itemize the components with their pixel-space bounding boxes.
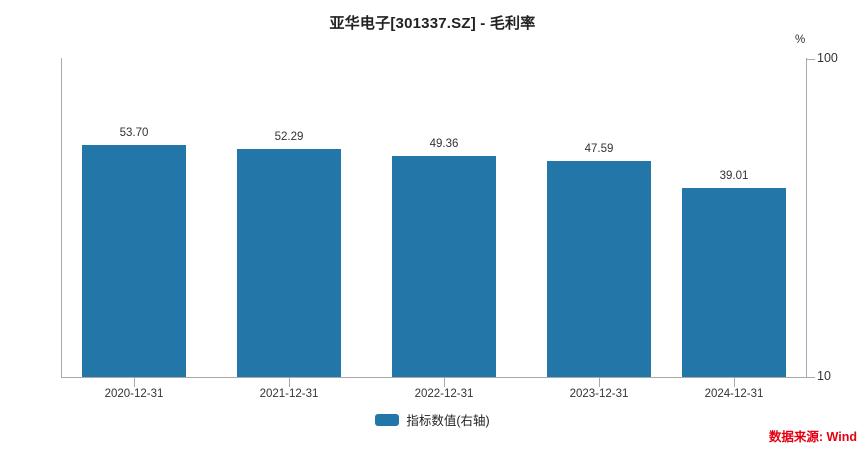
bar-2021-12-31[interactable] (237, 149, 341, 377)
legend-color-swatch-icon (375, 413, 400, 426)
x-axis-label-2: 2022-12-31 (414, 388, 474, 400)
x-axis-tick-4 (734, 378, 735, 387)
bar-value-label-2022-12-31: 49.36 (429, 138, 459, 150)
y-axis-unit-label: % (795, 34, 806, 46)
bottom-axis-line (61, 377, 807, 378)
y-axis-tick-label-bottom: 10 (817, 369, 831, 383)
bar-value-label-2024-12-31: 39.01 (719, 170, 749, 182)
x-axis-tick-1 (289, 378, 290, 387)
legend-item-label: 指标数值(右轴) (406, 414, 490, 428)
legend-item-series-0[interactable]: 指标数值(右轴) (375, 410, 490, 429)
bar-2020-12-31[interactable] (82, 145, 186, 377)
y-axis-tick-top (806, 59, 815, 60)
right-axis-line (806, 58, 807, 378)
x-axis-label-3: 2023-12-31 (569, 388, 629, 400)
bar-2023-12-31[interactable] (547, 161, 651, 377)
left-axis-line (61, 58, 62, 378)
data-source-label: 数据来源: Wind (768, 430, 857, 444)
bar-2024-12-31[interactable] (682, 188, 786, 377)
x-axis-label-0: 2020-12-31 (104, 388, 164, 400)
bar-2022-12-31[interactable] (392, 156, 496, 377)
x-axis-tick-0 (134, 378, 135, 387)
chart-title: 亚华电子[301337.SZ] - 毛利率 (329, 15, 536, 32)
y-axis-tick-label-top: 100 (817, 51, 838, 65)
y-axis-tick-bottom (806, 377, 815, 378)
x-axis-tick-3 (599, 378, 600, 387)
bar-value-label-2023-12-31: 47.59 (584, 143, 614, 155)
x-axis-tick-2 (444, 378, 445, 387)
chart-legend: 指标数值(右轴) (0, 410, 865, 429)
x-axis-label-1: 2021-12-31 (259, 388, 319, 400)
x-axis-label-4: 2024-12-31 (704, 388, 764, 400)
bar-value-label-2021-12-31: 52.29 (274, 131, 304, 143)
bar-value-label-2020-12-31: 53.70 (119, 127, 149, 139)
